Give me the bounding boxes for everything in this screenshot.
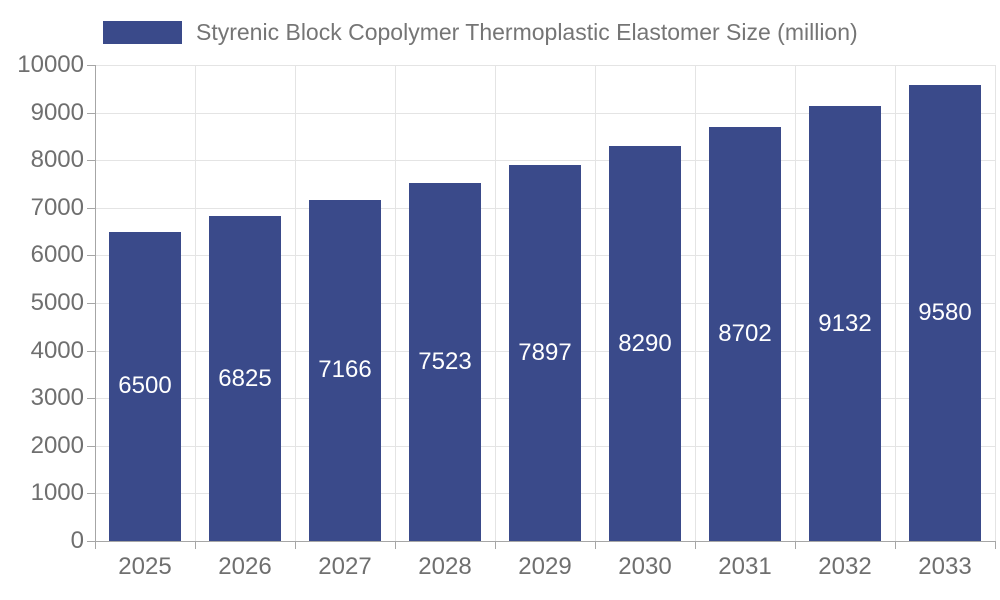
x-tick-label: 2032 (818, 553, 872, 580)
h-gridline (95, 65, 995, 66)
v-gridline (195, 65, 196, 541)
legend-item[interactable]: Styrenic Block Copolymer Thermoplastic E… (103, 18, 858, 46)
y-tick-mark (87, 398, 95, 400)
v-gridline (895, 65, 896, 541)
bar-2027: 7166 (309, 199, 381, 541)
h-gridline (95, 160, 995, 162)
x-tick-mark (695, 541, 696, 549)
y-tick-label: 9000 (30, 98, 84, 126)
h-gridline (95, 112, 995, 114)
y-tick-label: 0 (70, 527, 84, 554)
v-gridline (795, 65, 796, 541)
y-tick-mark (87, 445, 95, 447)
x-tick-mark (995, 541, 996, 549)
y-axis-line (95, 65, 96, 549)
y-tick-label: 10000 (17, 51, 84, 78)
x-tick-mark (395, 541, 396, 549)
x-tick-label: 2031 (718, 553, 772, 580)
y-tick-mark (87, 160, 95, 162)
y-tick-mark (87, 65, 95, 66)
bar-2032: 9132 (809, 106, 881, 541)
bar-2026: 6825 (209, 216, 281, 541)
legend-swatch-icon (103, 20, 182, 44)
v-gridline (295, 65, 296, 541)
y-tick-label: 6000 (30, 241, 84, 269)
x-tick-mark (595, 541, 596, 549)
y-tick-mark (87, 541, 95, 542)
x-tick-label: 2027 (318, 553, 372, 580)
y-tick-label: 7000 (30, 193, 84, 221)
bar-value-label: 7166 (318, 356, 372, 384)
v-gridline (595, 65, 596, 541)
y-tick-mark (87, 493, 95, 495)
v-gridline (995, 65, 996, 541)
x-tick-mark (95, 541, 96, 549)
y-tick-mark (87, 303, 95, 304)
bar-value-label: 8290 (618, 329, 672, 357)
bar-value-label: 7523 (418, 347, 472, 375)
legend-label: Styrenic Block Copolymer Thermoplastic E… (196, 18, 858, 45)
x-tick-label: 2026 (218, 553, 272, 580)
y-tick-label: 4000 (30, 336, 84, 364)
y-tick-mark (87, 112, 95, 114)
y-tick-label: 2000 (30, 431, 84, 459)
bar-value-label: 8702 (718, 319, 772, 347)
v-gridline (395, 65, 396, 541)
y-tick-label: 5000 (30, 289, 84, 316)
bar-2029: 7897 (509, 165, 581, 541)
v-gridline (495, 65, 496, 541)
x-tick-mark (795, 541, 796, 549)
v-gridline (695, 65, 696, 541)
x-tick-mark (195, 541, 196, 549)
x-axis-line (87, 541, 995, 542)
bar-value-label: 7897 (518, 339, 572, 367)
bar-2025: 6500 (109, 231, 181, 541)
bar-2033: 9580 (909, 84, 981, 541)
x-tick-mark (495, 541, 496, 549)
x-tick-mark (895, 541, 896, 549)
x-tick-label: 2025 (118, 553, 172, 580)
x-tick-label: 2028 (418, 553, 472, 580)
y-tick-label: 3000 (30, 384, 84, 412)
x-tick-mark (295, 541, 296, 549)
bar-value-label: 6825 (218, 364, 272, 392)
bar-value-label: 9132 (818, 309, 872, 337)
y-tick-mark (87, 350, 95, 352)
x-tick-label: 2030 (618, 553, 672, 580)
bar-2031: 8702 (709, 126, 781, 541)
y-tick-label: 1000 (30, 479, 84, 507)
y-tick-mark (87, 255, 95, 257)
x-tick-label: 2033 (918, 553, 972, 580)
bar-2028: 7523 (409, 182, 481, 541)
y-tick-label: 8000 (30, 146, 84, 174)
bar-value-label: 6500 (118, 372, 172, 400)
y-tick-mark (87, 207, 95, 209)
x-tick-label: 2029 (518, 553, 572, 580)
bar-2030: 8290 (609, 146, 681, 541)
bar-value-label: 9580 (918, 298, 972, 326)
